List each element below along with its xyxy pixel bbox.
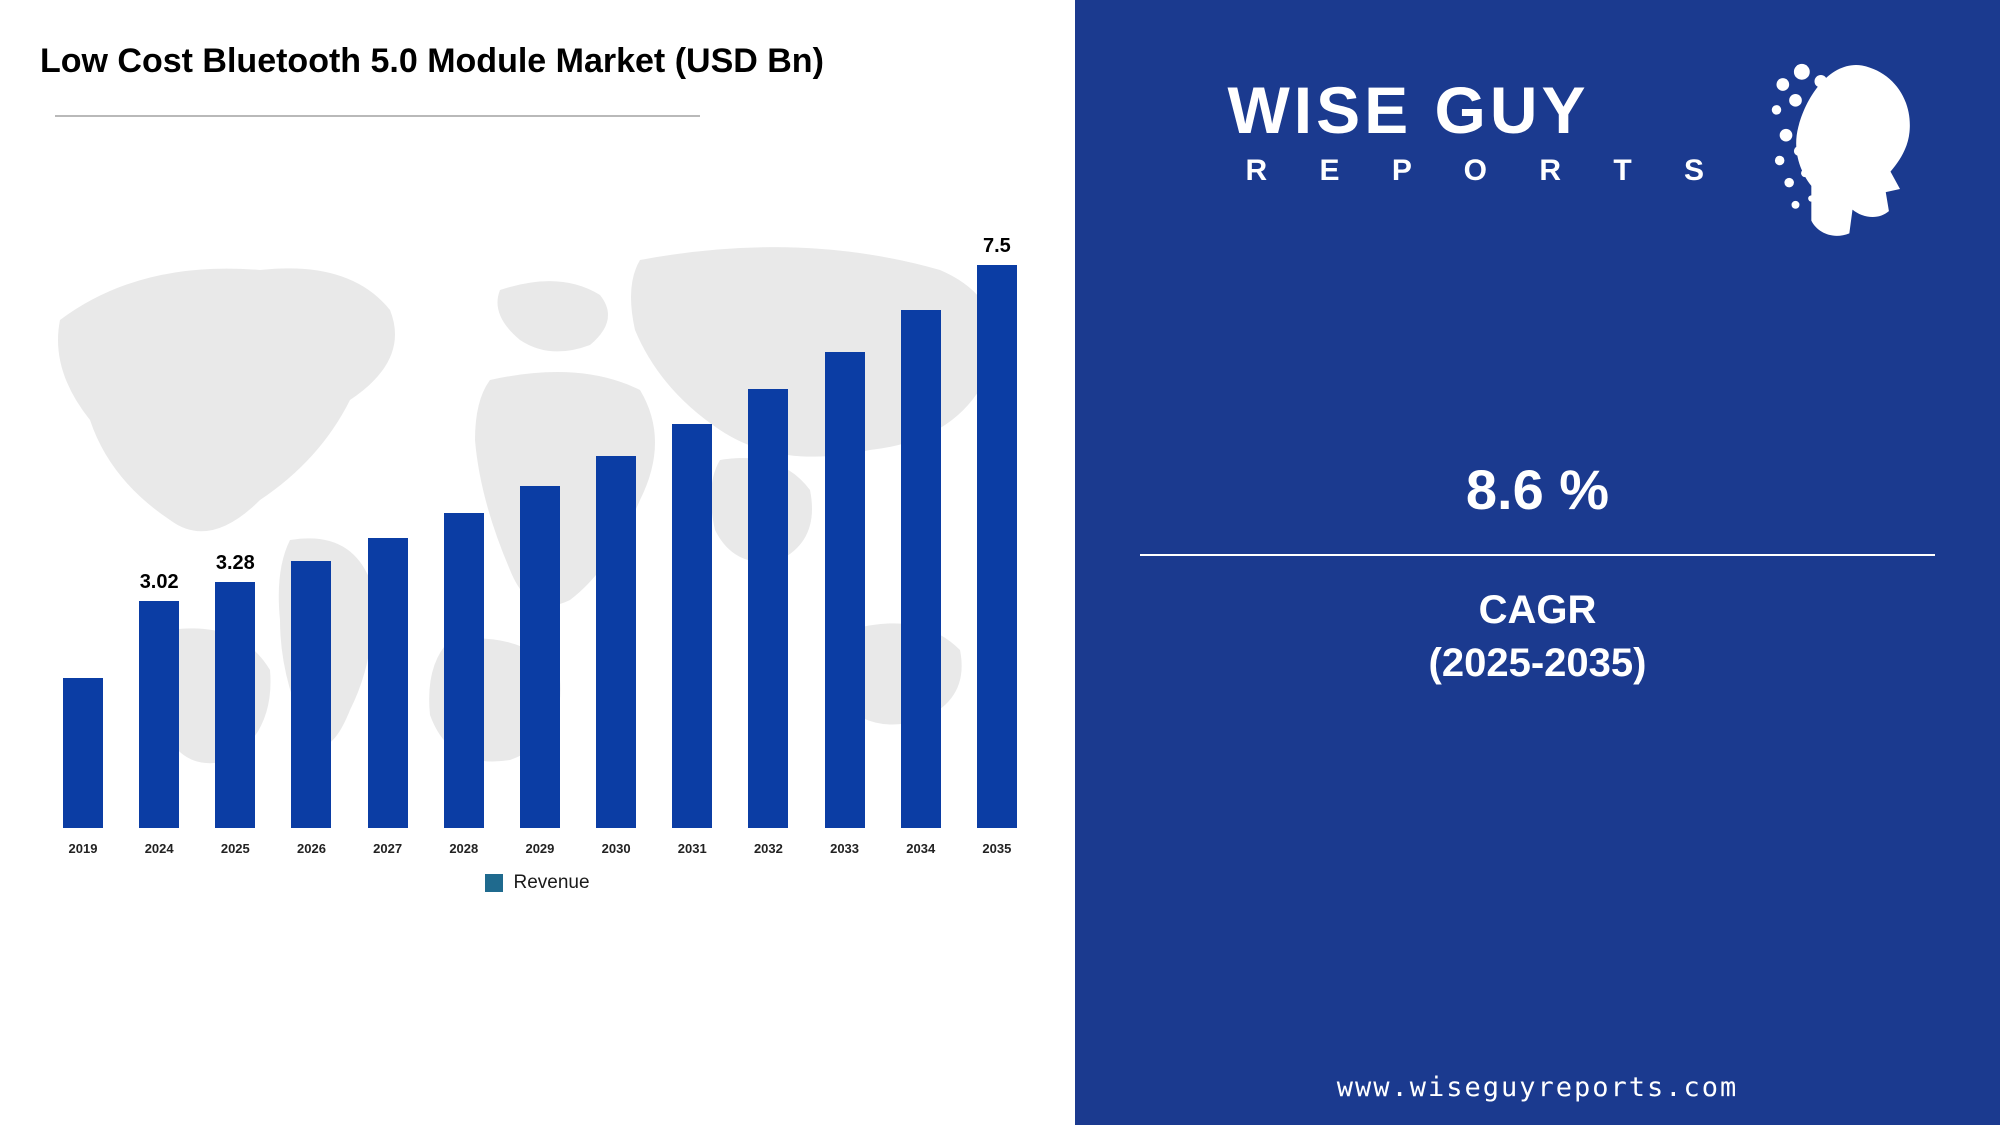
bar-2033: [824, 352, 865, 828]
cagr-value: 8.6 %: [1465, 458, 1610, 521]
cagr-period: (2025-2035): [1428, 641, 1647, 685]
x-tick-label-2026: 2026: [297, 841, 326, 856]
cagr-block: 8.6 % CAGR (2025-2035): [1075, 457, 2000, 686]
wise-guy-reports-logo: WISE GUY R E P O R T S: [1158, 63, 1918, 252]
cagr-label: CAGR: [1478, 588, 1597, 632]
bar-data-label-2035: 7.5: [982, 235, 1011, 257]
bar-slot-2035: 7.5 2035: [959, 228, 1035, 856]
bar-slot-2028: 2028: [426, 228, 502, 856]
bar-2035: [976, 265, 1017, 828]
bar-2024: [139, 601, 180, 828]
chart-pane: Low Cost Bluetooth 5.0 Module Market (US…: [0, 42, 1075, 894]
logo-text-line2: R E P O R T S: [1245, 154, 1726, 187]
x-tick-label-2030: 2030: [601, 841, 631, 856]
bar-2019: [63, 678, 103, 828]
bar-slot-2030: 2030: [578, 228, 654, 856]
x-tick-label-2025: 2025: [220, 841, 250, 856]
bar-slot-2029: 2029: [502, 228, 578, 856]
head-profile-icon: [1771, 63, 1910, 236]
bar-slot-2034: 2034: [883, 228, 959, 856]
bar-2027: [367, 538, 408, 828]
revenue-legend-swatch: [485, 874, 504, 892]
bar-slot-2031: 2031: [654, 228, 730, 856]
x-tick-label-2029: 2029: [525, 841, 555, 856]
bar-2026: [291, 561, 332, 828]
chart-title: Low Cost Bluetooth 5.0 Module Market (US…: [40, 42, 824, 80]
bar-slot-2019: 2019: [45, 228, 121, 856]
bar-slot-2024: 3.02 2024: [121, 228, 197, 856]
plot-area: 2019 3.02 2024 3.28 2025 2026 2027 2028 2029 2030…: [45, 228, 1035, 856]
bar-slot-2032: 2032: [730, 228, 806, 856]
bar-2029: [519, 486, 560, 828]
bar-slot-2027: 2027: [350, 228, 426, 856]
revenue-legend-label: Revenue: [513, 872, 590, 893]
cagr-divider: [1139, 554, 1936, 556]
website-link[interactable]: www.wiseguyreports.com: [1336, 1072, 1739, 1103]
sidebar: WISE GUY R E P O R T S 8.6 % CAGR (2025-…: [1075, 0, 2000, 1125]
x-tick-label-2032: 2032: [753, 841, 783, 856]
chart-legend: Revenue: [0, 872, 1075, 894]
bar-data-label-2024: 3.02: [139, 571, 179, 593]
bar-2030: [596, 456, 637, 828]
bar-slot-2033: 2033: [807, 228, 883, 856]
x-tick-label-2034: 2034: [906, 841, 936, 856]
bar-2032: [748, 389, 789, 828]
bar-2034: [900, 310, 941, 828]
x-tick-label-2033: 2033: [830, 841, 860, 856]
title-underline: [55, 115, 700, 117]
bar-2028: [443, 513, 484, 828]
bar-2031: [672, 424, 713, 828]
x-tick-label-2035: 2035: [982, 841, 1012, 856]
bar-2025: [215, 582, 256, 828]
bar-slot-2025: 3.28 2025: [197, 228, 273, 856]
x-tick-label-2027: 2027: [373, 841, 403, 856]
x-tick-label-2019: 2019: [68, 841, 98, 856]
x-tick-label-2031: 2031: [677, 841, 707, 856]
bar-data-label-2025: 3.28: [215, 552, 255, 574]
bar-slot-2026: 2026: [273, 228, 349, 856]
logo-text-line1: WISE GUY: [1227, 73, 1590, 147]
x-tick-label-2024: 2024: [144, 841, 174, 856]
x-tick-label-2028: 2028: [449, 841, 479, 856]
